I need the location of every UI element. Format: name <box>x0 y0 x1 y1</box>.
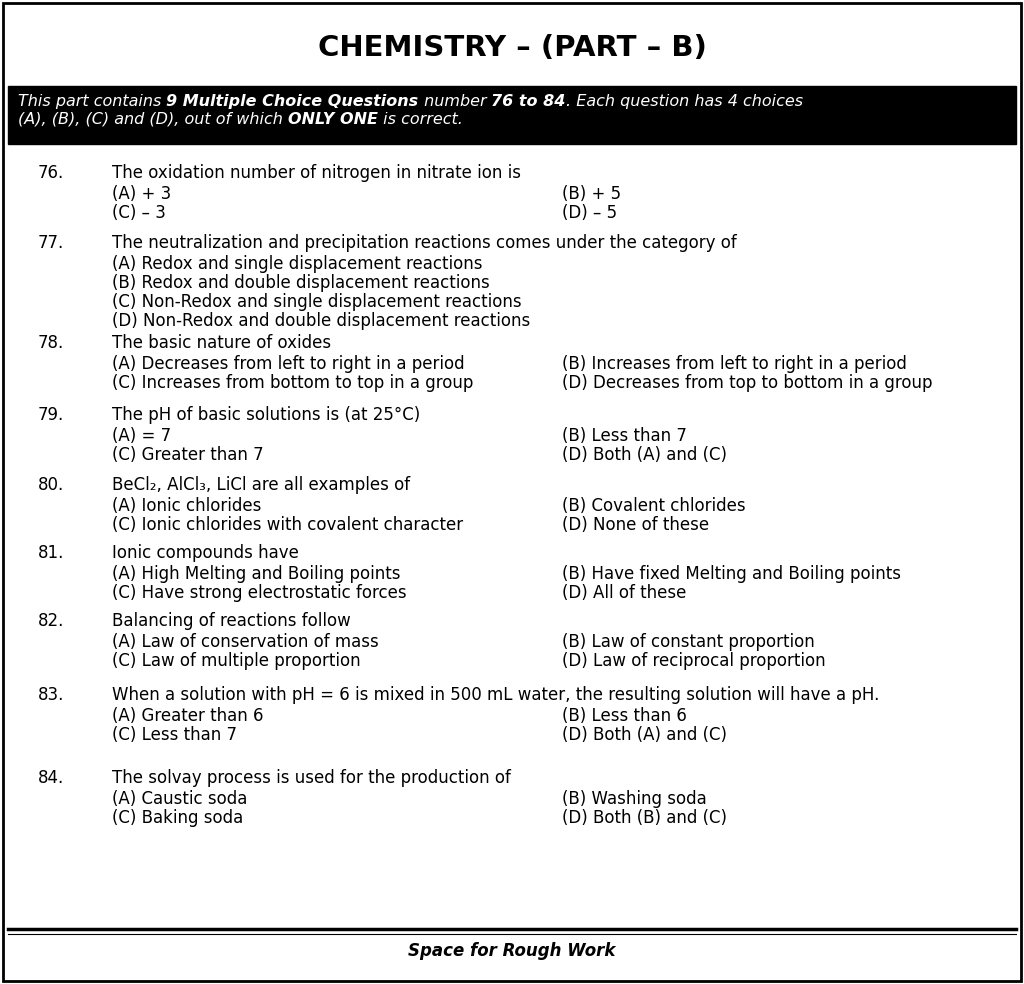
Text: (D) Both (A) and (C): (D) Both (A) and (C) <box>562 726 727 744</box>
Text: (D) Decreases from top to bottom in a group: (D) Decreases from top to bottom in a gr… <box>562 374 933 392</box>
Text: (D) Both (B) and (C): (D) Both (B) and (C) <box>562 809 727 827</box>
Text: The solvay process is used for the production of: The solvay process is used for the produ… <box>112 769 511 787</box>
Text: 82.: 82. <box>38 612 65 630</box>
Text: 76 to 84: 76 to 84 <box>492 94 565 109</box>
Text: (A) Law of conservation of mass: (A) Law of conservation of mass <box>112 633 379 651</box>
Text: (B) Less than 6: (B) Less than 6 <box>562 707 687 725</box>
Text: (D) Non-Redox and double displacement reactions: (D) Non-Redox and double displacement re… <box>112 312 530 330</box>
Text: (D) None of these: (D) None of these <box>562 516 710 534</box>
Text: (B) Law of constant proportion: (B) Law of constant proportion <box>562 633 815 651</box>
Text: (C) Greater than 7: (C) Greater than 7 <box>112 446 263 464</box>
Text: (D) Law of reciprocal proportion: (D) Law of reciprocal proportion <box>562 652 825 670</box>
Text: The pH of basic solutions is (at 25°C): The pH of basic solutions is (at 25°C) <box>112 406 420 424</box>
Text: BeCl₂, AlCl₃, LiCl are all examples of: BeCl₂, AlCl₃, LiCl are all examples of <box>112 476 411 494</box>
Text: (A) Ionic chlorides: (A) Ionic chlorides <box>112 497 261 515</box>
Text: (B) Washing soda: (B) Washing soda <box>562 790 707 808</box>
Text: When a solution with pH = 6 is mixed in 500 mL water, the resulting solution wil: When a solution with pH = 6 is mixed in … <box>112 686 880 704</box>
Text: (C) Less than 7: (C) Less than 7 <box>112 726 237 744</box>
Text: (B) Covalent chlorides: (B) Covalent chlorides <box>562 497 745 515</box>
Text: (C) Have strong electrostatic forces: (C) Have strong electrostatic forces <box>112 584 407 602</box>
Text: 79.: 79. <box>38 406 65 424</box>
Text: number: number <box>419 94 492 109</box>
Text: 76.: 76. <box>38 164 65 182</box>
Text: (A) Greater than 6: (A) Greater than 6 <box>112 707 263 725</box>
Text: 77.: 77. <box>38 234 65 252</box>
Text: Ionic compounds have: Ionic compounds have <box>112 544 299 562</box>
Text: (B) + 5: (B) + 5 <box>562 185 622 203</box>
Text: (B) Increases from left to right in a period: (B) Increases from left to right in a pe… <box>562 355 907 373</box>
Text: (A) High Melting and Boiling points: (A) High Melting and Boiling points <box>112 565 400 583</box>
Text: (A) Caustic soda: (A) Caustic soda <box>112 790 248 808</box>
Text: 84.: 84. <box>38 769 65 787</box>
Text: (C) Non-Redox and single displacement reactions: (C) Non-Redox and single displacement re… <box>112 293 521 311</box>
Text: is correct.: is correct. <box>378 112 463 127</box>
Text: (C) Ionic chlorides with covalent character: (C) Ionic chlorides with covalent charac… <box>112 516 463 534</box>
Text: Space for Rough Work: Space for Rough Work <box>409 942 615 960</box>
Text: (C) Increases from bottom to top in a group: (C) Increases from bottom to top in a gr… <box>112 374 473 392</box>
Text: (A) = 7: (A) = 7 <box>112 427 171 445</box>
Text: (B) Less than 7: (B) Less than 7 <box>562 427 687 445</box>
Text: CHEMISTRY – (PART – B): CHEMISTRY – (PART – B) <box>317 34 707 62</box>
Text: (B) Have fixed Melting and Boiling points: (B) Have fixed Melting and Boiling point… <box>562 565 901 583</box>
Text: 81.: 81. <box>38 544 65 562</box>
Text: Balancing of reactions follow: Balancing of reactions follow <box>112 612 351 630</box>
Text: The basic nature of oxides: The basic nature of oxides <box>112 334 331 352</box>
Text: (C) – 3: (C) – 3 <box>112 204 166 222</box>
Text: 78.: 78. <box>38 334 65 352</box>
Text: 80.: 80. <box>38 476 65 494</box>
Text: 9 Multiple Choice Questions: 9 Multiple Choice Questions <box>167 94 419 109</box>
Text: (D) – 5: (D) – 5 <box>562 204 617 222</box>
Text: (C) Baking soda: (C) Baking soda <box>112 809 244 827</box>
Text: (B) Redox and double displacement reactions: (B) Redox and double displacement reacti… <box>112 274 489 292</box>
Text: . Each question has 4 choices: . Each question has 4 choices <box>565 94 803 109</box>
Text: (A) Decreases from left to right in a period: (A) Decreases from left to right in a pe… <box>112 355 465 373</box>
Text: (A) + 3: (A) + 3 <box>112 185 171 203</box>
Bar <box>8 86 1016 144</box>
Text: 83.: 83. <box>38 686 65 704</box>
Text: (D) Both (A) and (C): (D) Both (A) and (C) <box>562 446 727 464</box>
Text: The neutralization and precipitation reactions comes under the category of: The neutralization and precipitation rea… <box>112 234 736 252</box>
Text: (A) Redox and single displacement reactions: (A) Redox and single displacement reacti… <box>112 255 482 273</box>
Text: The oxidation number of nitrogen in nitrate ion is: The oxidation number of nitrogen in nitr… <box>112 164 521 182</box>
Text: (C) Law of multiple proportion: (C) Law of multiple proportion <box>112 652 360 670</box>
Text: (A), (B), (C) and (D), out of which: (A), (B), (C) and (D), out of which <box>18 112 288 127</box>
Text: ONLY ONE: ONLY ONE <box>288 112 378 127</box>
Text: (D) All of these: (D) All of these <box>562 584 686 602</box>
Text: This part contains: This part contains <box>18 94 167 109</box>
